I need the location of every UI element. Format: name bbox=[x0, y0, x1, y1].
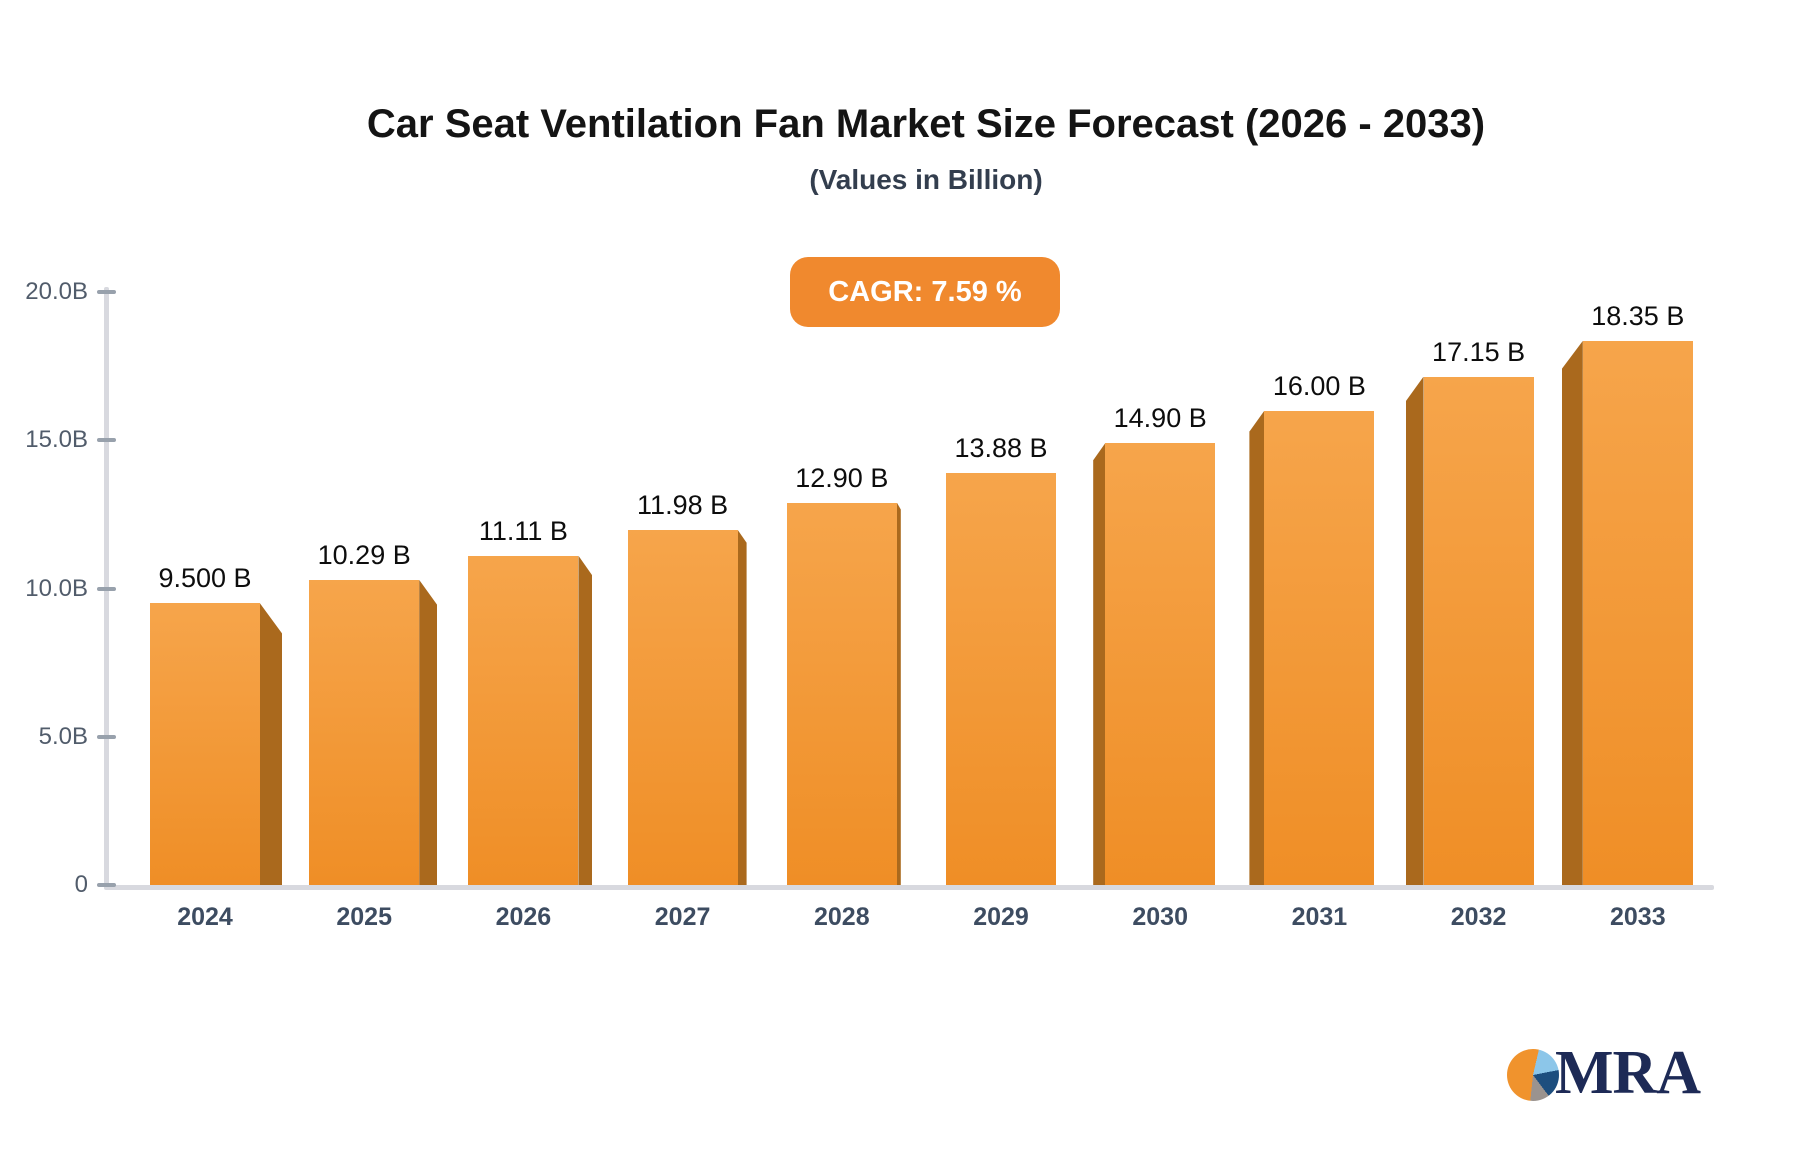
bar-value-label-2031: 16.00 B bbox=[1272, 370, 1366, 401]
bar-value-label-2024: 9.500 B bbox=[158, 563, 252, 594]
x-tick-label-2028: 2028 bbox=[813, 903, 870, 931]
x-axis bbox=[104, 885, 1714, 890]
bar-side-2024 bbox=[260, 603, 282, 885]
bar-2033 bbox=[1582, 340, 1693, 885]
x-tick-label-2031: 2031 bbox=[1291, 903, 1348, 931]
bar-side-2032 bbox=[1405, 376, 1424, 885]
x-tick-label-2029: 2029 bbox=[973, 903, 1029, 931]
bar-2028 bbox=[786, 502, 897, 885]
x-tick-label-2026: 2026 bbox=[495, 903, 552, 931]
bar-2025 bbox=[309, 579, 420, 885]
bar-side-2031 bbox=[1249, 410, 1265, 885]
bar-value-label-2025: 10.29 B bbox=[317, 539, 411, 570]
bar-2024 bbox=[150, 603, 260, 885]
bar-2032 bbox=[1423, 376, 1534, 885]
bar-side-2025 bbox=[419, 579, 438, 885]
bar-value-label-2029: 13.88 B bbox=[954, 433, 1048, 464]
bar-value-label-2028: 12.90 B bbox=[795, 462, 889, 493]
chart-title: Car Seat Ventilation Fan Market Size For… bbox=[366, 102, 1486, 146]
mra-logo-text: MRA bbox=[1555, 1039, 1701, 1107]
bar-value-label-2027: 11.98 B bbox=[637, 489, 729, 520]
y-tick-label-15.0B: 15.0B bbox=[25, 426, 88, 454]
y-tick-mark-5.0B bbox=[97, 734, 116, 739]
x-tick-label-2024: 2024 bbox=[177, 903, 233, 931]
chart-subtitle: (Values in Billion) bbox=[809, 164, 1043, 195]
bar-2027 bbox=[627, 529, 738, 885]
mra-logo: MRA bbox=[1507, 1038, 1701, 1108]
y-tick-mark-15.0B bbox=[97, 438, 116, 443]
y-tick-mark-20.0B bbox=[97, 290, 116, 294]
pie-chart-icon bbox=[1507, 1049, 1559, 1101]
x-tick-label-2025: 2025 bbox=[336, 903, 392, 931]
y-tick-label-5.0B: 5.0B bbox=[38, 722, 88, 750]
bar-2029 bbox=[946, 473, 1056, 885]
x-tick-label-2033: 2033 bbox=[1609, 903, 1666, 931]
bar-side-2026 bbox=[578, 555, 593, 885]
y-tick-mark-10.0B bbox=[97, 586, 116, 591]
bar-2026 bbox=[468, 555, 579, 885]
bar-value-label-2033: 18.35 B bbox=[1591, 300, 1685, 331]
bar-value-label-2032: 17.15 B bbox=[1432, 336, 1526, 367]
bar-2030 bbox=[1105, 443, 1216, 885]
bar-side-2028 bbox=[896, 502, 901, 885]
x-tick-label-2030: 2030 bbox=[1132, 903, 1188, 931]
cagr-badge: CAGR: 7.59 % bbox=[790, 257, 1060, 327]
x-tick-label-2027: 2027 bbox=[654, 903, 711, 931]
bar-2031 bbox=[1264, 410, 1375, 885]
bar-value-label-2026: 11.11 B bbox=[478, 515, 568, 546]
x-tick-label-2032: 2032 bbox=[1450, 903, 1507, 931]
bar-side-2030 bbox=[1093, 443, 1106, 885]
y-tick-label-10.0B: 10.0B bbox=[25, 574, 88, 602]
y-tick-label-0: 0 bbox=[74, 871, 88, 898]
bar-side-2027 bbox=[737, 529, 747, 885]
bar-side-2033 bbox=[1561, 340, 1583, 885]
y-tick-label-20.0B: 20.0B bbox=[25, 278, 88, 305]
bar-value-label-2030: 14.90 B bbox=[1113, 403, 1207, 434]
y-tick-mark-0 bbox=[97, 883, 116, 887]
